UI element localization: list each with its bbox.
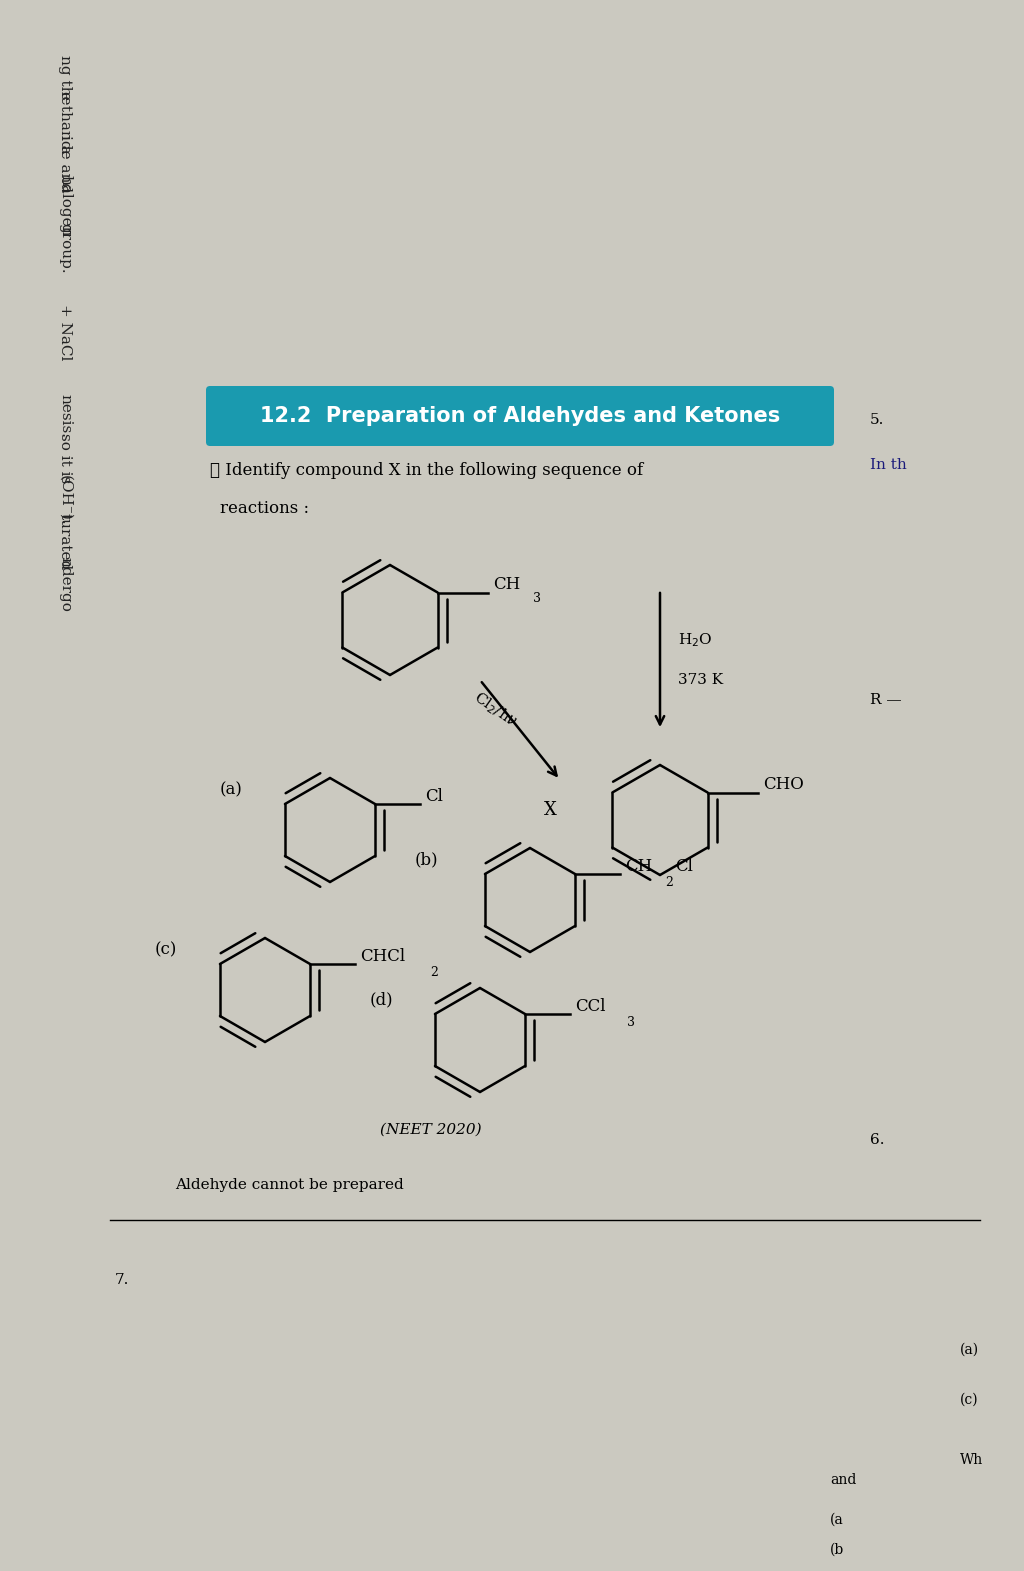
Text: 12.2  Preparation of Aldehydes and Ketones: 12.2 Preparation of Aldehydes and Ketone… (260, 405, 780, 426)
Text: CH: CH (493, 577, 520, 592)
Text: R —: R — (870, 693, 901, 707)
Text: (c): (c) (961, 1393, 979, 1408)
FancyBboxPatch shape (206, 386, 834, 446)
Text: (b): (b) (415, 851, 438, 869)
Text: 3: 3 (627, 1015, 635, 1029)
Text: (d): (d) (370, 991, 393, 1009)
Text: Aldehyde cannot be prepared: Aldehyde cannot be prepared (175, 1178, 403, 1192)
Text: 373 K: 373 K (678, 672, 723, 687)
Text: 3: 3 (532, 592, 541, 605)
Text: ✓ Identify compound X in the following sequence of: ✓ Identify compound X in the following s… (210, 462, 643, 479)
Text: (NEET 2020): (NEET 2020) (380, 1123, 481, 1137)
Text: (a): (a) (961, 1343, 979, 1357)
Text: reactions :: reactions : (220, 500, 309, 517)
Text: Cl: Cl (675, 858, 693, 875)
Text: (OH⁻).: (OH⁻). (58, 474, 72, 525)
Text: 6.: 6. (870, 1133, 885, 1147)
Text: e than a: e than a (58, 91, 72, 154)
Text: 7.: 7. (115, 1273, 129, 1287)
Text: 2: 2 (430, 966, 438, 979)
Text: Cl: Cl (425, 787, 443, 804)
Text: H$_2$O: H$_2$O (678, 632, 713, 649)
Text: halogen: halogen (58, 176, 72, 237)
Text: CHO: CHO (763, 776, 804, 793)
Text: In th: In th (870, 459, 906, 471)
Text: and: and (830, 1474, 856, 1488)
Text: so it is: so it is (58, 434, 72, 484)
Text: CCl: CCl (575, 998, 605, 1015)
Text: Cl$_2$/h$\nu$: Cl$_2$/h$\nu$ (470, 688, 520, 732)
Text: 2: 2 (665, 875, 673, 889)
Text: (a: (a (830, 1513, 844, 1527)
Text: + NaCl: + NaCl (58, 303, 72, 360)
Text: nesis.: nesis. (58, 394, 72, 438)
Text: turated: turated (58, 514, 72, 570)
Text: ng the: ng the (58, 55, 72, 105)
Text: (c): (c) (155, 941, 177, 958)
Text: 5.: 5. (870, 413, 885, 427)
Text: (b: (b (830, 1543, 844, 1557)
Text: CHCl: CHCl (360, 947, 406, 965)
Text: group.: group. (58, 223, 72, 273)
Text: Wh: Wh (961, 1453, 983, 1467)
Text: (a): (a) (220, 781, 243, 798)
Text: X: X (544, 801, 556, 818)
Text: ide and: ide and (58, 135, 72, 193)
Text: CH: CH (625, 858, 652, 875)
Text: ndergo: ndergo (58, 556, 72, 611)
